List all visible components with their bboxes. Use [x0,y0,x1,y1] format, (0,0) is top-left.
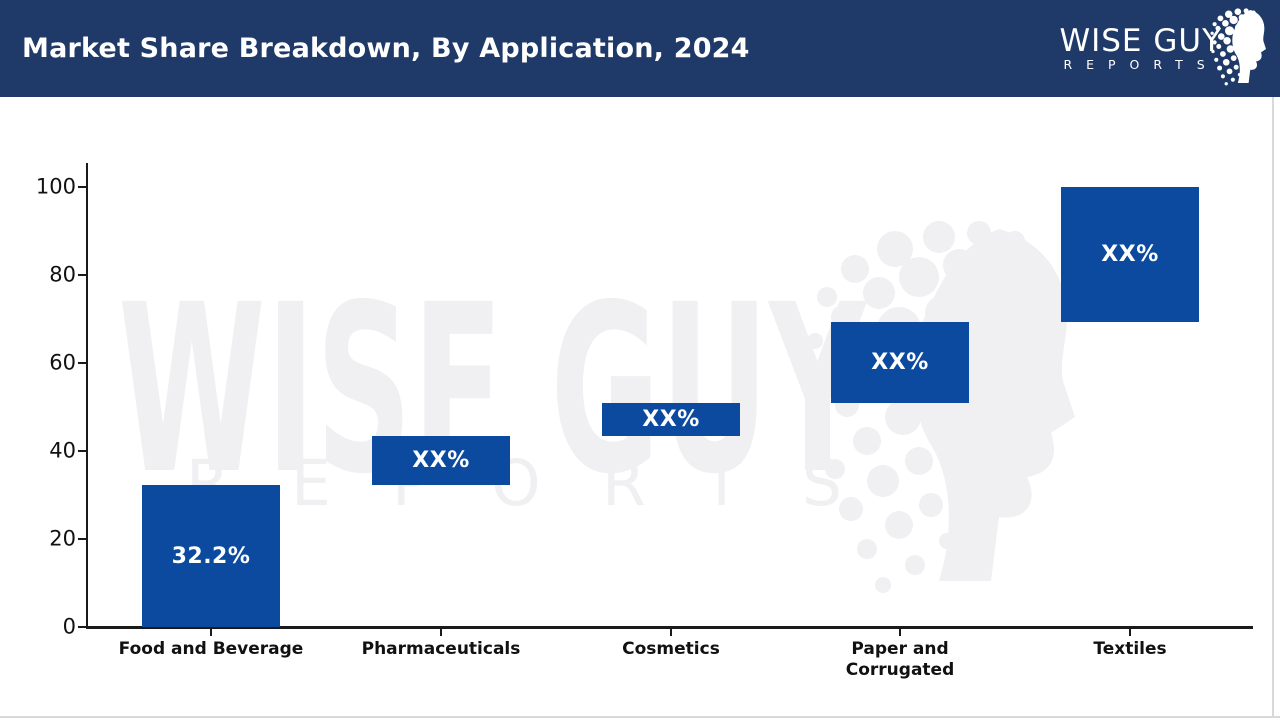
x-tick-3 [670,627,672,636]
bar-value-label: 32.2% [171,543,251,569]
x-tick-5 [1129,627,1131,636]
gridline-60 [88,362,1253,364]
y-tick-0 [78,626,88,628]
bar-value-label: XX% [871,350,929,376]
y-tick-label-20: 20 [49,526,76,551]
category-label-2: Pharmaceuticals [361,639,521,659]
watermark-reports-text: REPORTS [186,447,842,520]
wise-guy-logo: WISE GUY REPORTS [1059,7,1266,91]
bar-paper-and-corrugated: XX% [831,322,969,404]
bar-cosmetics: XX% [602,403,740,437]
bottom-border-line [0,716,1280,718]
bar-value-label: XX% [412,448,470,474]
y-tick-40 [78,450,88,452]
logo-reports-text: REPORTS [1063,57,1219,73]
y-tick-100 [78,186,88,188]
page-title: Market Share Breakdown, By Application, … [22,33,750,64]
y-tick-label-80: 80 [49,262,76,287]
gridline-40 [88,450,1253,452]
bar-pharmaceuticals: XX% [372,436,510,486]
x-tick-4 [899,627,901,636]
x-tick-1 [210,627,212,636]
y-tick-label-100: 100 [35,174,76,199]
y-tick-20 [78,538,88,540]
bar-food-and-beverage: 32.2% [142,485,280,627]
y-axis-line [86,163,88,629]
bar-value-label: XX% [642,407,700,433]
logo-wiseguy-text: WISE GUY [1059,22,1222,59]
x-tick-2 [440,627,442,636]
y-tick-label-60: 60 [49,350,76,375]
header: Market Share Breakdown, By Application, … [0,0,1280,97]
x-axis-line [86,626,1253,629]
category-label-1: Food and Beverage [118,639,304,659]
category-label-3: Cosmetics [622,639,720,659]
logo-dotted-head-icon [1208,7,1266,91]
y-tick-label-0: 0 [62,614,76,639]
bar-value-label: XX% [1101,242,1159,268]
y-tick-label-40: 40 [49,438,76,463]
right-border-line [1272,97,1274,716]
bar-textiles: XX% [1061,187,1199,323]
category-label-4: Paper and Corrugated [845,639,955,681]
y-tick-60 [78,362,88,364]
category-label-5: Textiles [1093,639,1167,659]
y-tick-80 [78,274,88,276]
